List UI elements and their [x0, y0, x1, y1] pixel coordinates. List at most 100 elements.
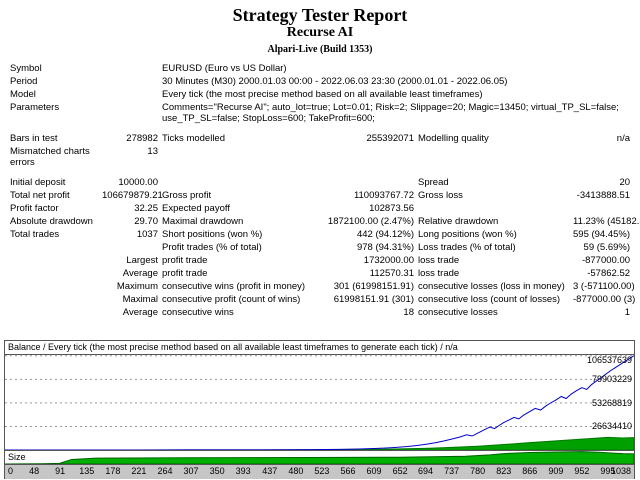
x-axis-label: 480 [288, 466, 304, 476]
x-axis-label: 91 [55, 466, 66, 476]
info-row: Period 30 Minutes (M30) 2000.01.03 00:00 … [8, 75, 632, 88]
x-axis-label: 909 [548, 466, 564, 476]
info-row: Symbol EURUSD (Euro vs US Dollar) [8, 62, 632, 75]
x-axis-label: 178 [105, 466, 121, 476]
stat-value [571, 145, 632, 169]
balance-curve [5, 355, 634, 450]
info-row: Parameters Comments="Recurse AI"; auto_lo… [8, 101, 632, 125]
stat-label: consecutive wins (profit in money) [162, 281, 306, 292]
report-title: Strategy Tester Report [232, 5, 408, 25]
size-strip: Size [5, 451, 634, 465]
chart-caption: Balance / Every tick (the most precise m… [8, 342, 458, 352]
stat-label [8, 267, 100, 280]
info-value: Comments="Recurse AI"; auto_lot=true; Lo… [162, 102, 619, 124]
stat-value [100, 241, 160, 254]
stat-label [8, 280, 100, 293]
stat-row: Largest profit trade 1732000.00 loss trade -… [8, 254, 632, 267]
stat-label: Ticks modelled [162, 133, 226, 144]
stat-label: Total net profit [10, 190, 70, 201]
stat-value: 1872100.00 (2.47%) [327, 216, 414, 227]
stat-label: Gross loss [418, 190, 463, 201]
x-axis-label: 823 [496, 466, 512, 476]
stat-label [8, 241, 100, 254]
stat-value: 59 (5.69%) [583, 242, 631, 253]
x-axis-label: 737 [444, 466, 460, 476]
stat-value: 595 (94.45%) [573, 229, 631, 240]
stat-label: Relative drawdown [418, 216, 499, 227]
stat-label: Mismatched charts errors [10, 146, 90, 168]
stat-value [308, 145, 416, 169]
x-axis-label: 952 [574, 466, 590, 476]
stat-label: Gross profit [162, 190, 212, 201]
stat-value: 13 [147, 146, 158, 157]
lots-area [5, 437, 634, 450]
stat-label: consecutive profit (count of wins) [162, 294, 301, 305]
x-axis-label: 264 [157, 466, 173, 476]
info-row: Model Every tick (the most precise method… [8, 88, 632, 101]
stat-value: 978 (94.31%) [356, 242, 414, 253]
stat-label: Long positions (won %) [418, 229, 517, 240]
stat-value: 301 (61998151.91) [333, 281, 414, 292]
stat-value: 278982 [126, 133, 158, 144]
stat-value: 442 (94.12%) [356, 229, 414, 240]
stat-value: Average [122, 268, 158, 279]
stat-value: 10000.00 [118, 177, 158, 188]
x-axis-label: 652 [392, 466, 408, 476]
balance-chart: Balance / Every tick (the most precise m… [4, 340, 635, 479]
stat-row: Absolute drawdown 29.70 Maximal drawdown 18… [8, 215, 640, 228]
x-axis-label: 350 [209, 466, 225, 476]
stat-label: Profit factor [10, 203, 59, 214]
stat-value [571, 202, 632, 215]
server-build: Alpari-Live (Build 1353) [267, 44, 373, 55]
spacer-row [8, 125, 632, 132]
info-value: Every tick (the most precise method base… [162, 89, 483, 100]
stat-label: Total trades [10, 229, 60, 240]
stat-label [160, 176, 308, 189]
x-axis-label: 523 [314, 466, 330, 476]
stat-label: Modelling quality [418, 133, 489, 144]
balance-line [5, 356, 634, 450]
stat-value: 29.70 [134, 216, 158, 227]
stat-label [416, 145, 571, 169]
spacer-row [8, 169, 632, 176]
stat-value: 61998151.91 (301) [333, 294, 414, 305]
stat-value: Largest [126, 255, 158, 266]
stat-value: 32.25 [134, 203, 158, 214]
stat-label: Profit trades (% of total) [162, 242, 262, 253]
x-axis-label: 0 [8, 466, 14, 476]
stat-value: 106679879.21 [102, 190, 163, 201]
y-axis-label: 106537639 [586, 355, 632, 365]
size-area [5, 452, 634, 464]
stat-row: Average profit trade 112570.31 loss trade -5… [8, 267, 632, 280]
stat-label: consecutive losses (loss in money) [418, 281, 565, 292]
info-label: Period [10, 76, 38, 87]
stat-label: consecutive wins [162, 307, 234, 318]
stat-value: 112570.31 [369, 268, 414, 279]
stat-value: 11.23% (45182.50) [573, 216, 640, 227]
stat-row: Profit factor 32.25 Expected payoff 102873.… [8, 202, 632, 215]
stat-value: Average [122, 307, 158, 318]
stat-value: 255392071 [366, 133, 414, 144]
stat-row: Profit trades (% of total) 978 (94.31%) Lo… [8, 241, 632, 254]
stat-row: Total trades 1037 Short positions (won %) 4… [8, 228, 632, 241]
x-axis-label: 48 [29, 466, 40, 476]
x-axis-label: 780 [470, 466, 486, 476]
stat-value: 3 (-571100.00) [573, 281, 635, 292]
stat-value: Maximal [122, 294, 158, 305]
stat-label [160, 145, 308, 169]
x-axis-label: 694 [418, 466, 434, 476]
stat-label: Maximal drawdown [162, 216, 244, 227]
stat-value: 110093767.72 [353, 190, 414, 201]
stat-row: Total net profit 106679879.21 Gross profit… [8, 189, 632, 202]
x-axis-label: 566 [340, 466, 356, 476]
stats-table: Symbol EURUSD (Euro vs US Dollar) Period 30… [8, 62, 640, 319]
stat-value: 1 [624, 307, 631, 318]
x-axis-label: 1038 [610, 466, 631, 476]
stat-label [8, 254, 100, 267]
stat-value: 102873.56 [369, 203, 414, 214]
stat-label [8, 293, 100, 306]
stat-value: -57862.52 [587, 268, 631, 279]
stat-value: -877000.00 [581, 255, 631, 266]
x-axis-label: 995 [600, 466, 616, 476]
stat-value: -877000.00 (3) [573, 294, 636, 305]
